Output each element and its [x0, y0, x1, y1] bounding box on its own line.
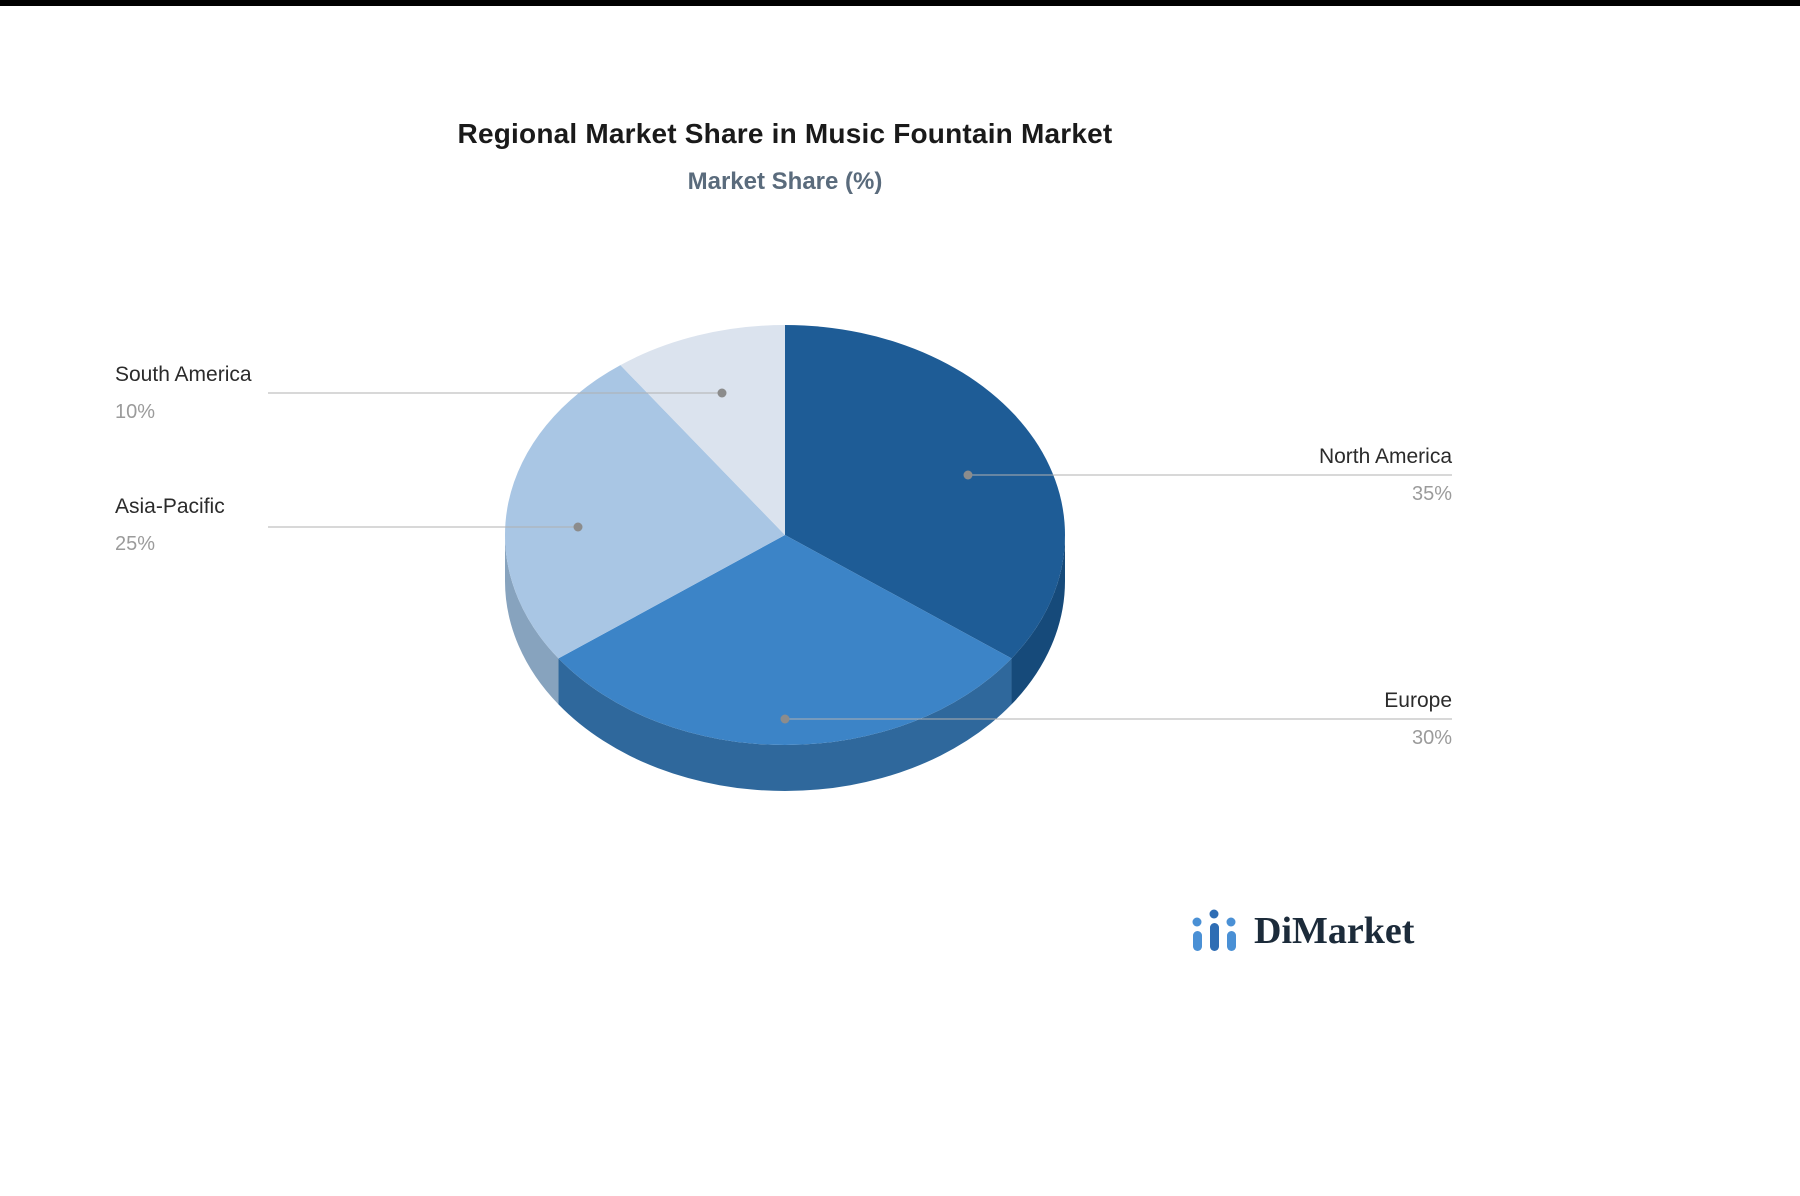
slice-value: 10% [115, 401, 156, 423]
brand-logo: DiMarket [1186, 905, 1414, 957]
callout-dot-europe [780, 714, 790, 724]
slice-label: Asia-Pacific [115, 495, 225, 518]
bar-chart-logo-icon [1192, 909, 1236, 951]
slice-value: 35% [1411, 483, 1452, 505]
pie-slice-north-america [785, 325, 1065, 659]
callout-north-america: North America 35% [1319, 445, 1452, 506]
pie-slice-asia-pacific [504, 365, 785, 659]
callout-dot-north-america [963, 470, 973, 480]
slice-value: 25% [115, 533, 156, 555]
callout-dot-asia-pacific [573, 522, 583, 532]
brand-name: DiMarket [1254, 910, 1415, 952]
callout-europe: Europe 30% [1384, 689, 1452, 750]
slice-label: North America [1318, 445, 1452, 468]
slice-label: Europe [1384, 689, 1452, 712]
callout-asia-pacific: Asia-Pacific 25% [115, 495, 225, 556]
chart-title: Regional Market Share in Music Fountain … [457, 118, 1113, 149]
callout-dot-south-america [717, 388, 727, 398]
pie-slice-south-america [620, 325, 785, 535]
slice-value: 30% [1411, 727, 1452, 749]
top-edge-bar [0, 0, 1800, 6]
pie-slice-europe [558, 535, 1012, 745]
pie-slice-side-europe [558, 658, 1012, 791]
pie-slice-side-north-america [1011, 535, 1065, 705]
chart-subtitle: Market Share (%) [687, 168, 883, 195]
callout-south-america: South America 10% [115, 363, 252, 424]
slice-label: South America [115, 363, 252, 386]
pie-slice-side-asia-pacific [505, 535, 559, 705]
